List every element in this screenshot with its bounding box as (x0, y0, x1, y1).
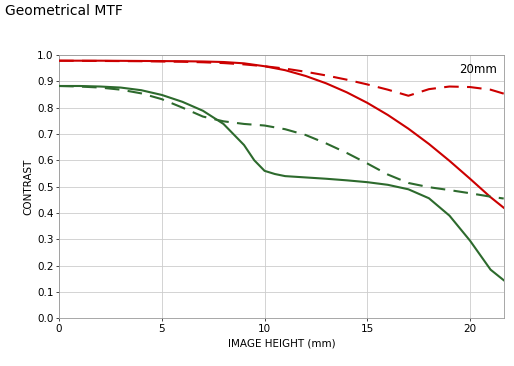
X-axis label: IMAGE HEIGHT (mm): IMAGE HEIGHT (mm) (228, 338, 335, 348)
Text: 20mm: 20mm (459, 63, 497, 76)
Text: Geometrical MTF: Geometrical MTF (5, 4, 123, 18)
Y-axis label: CONTRAST: CONTRAST (23, 158, 33, 215)
